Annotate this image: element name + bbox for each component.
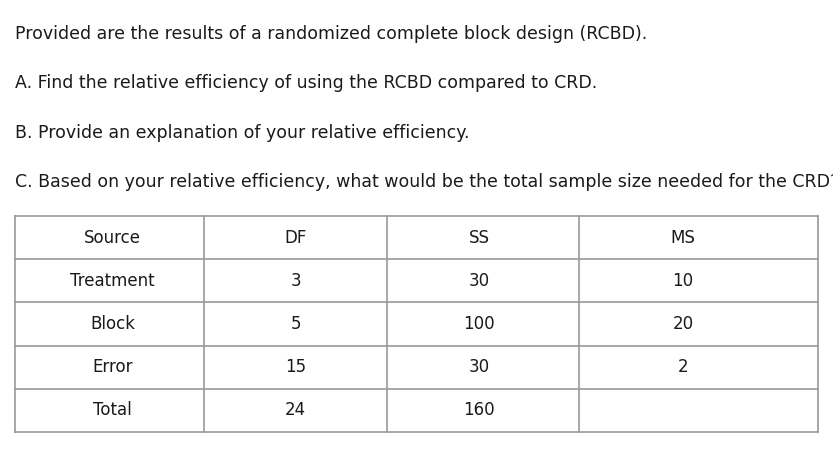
Text: MS: MS — [671, 229, 696, 247]
Text: 30: 30 — [468, 358, 490, 376]
Text: 2: 2 — [678, 358, 688, 376]
Text: C. Based on your relative efficiency, what would be the total sample size needed: C. Based on your relative efficiency, wh… — [15, 173, 833, 191]
Text: SS: SS — [468, 229, 490, 247]
Text: 15: 15 — [285, 358, 307, 376]
Text: Provided are the results of a randomized complete block design (RCBD).: Provided are the results of a randomized… — [15, 25, 647, 43]
Text: Treatment: Treatment — [70, 272, 155, 290]
Text: 30: 30 — [468, 272, 490, 290]
Text: 5: 5 — [291, 315, 301, 333]
Text: B. Provide an explanation of your relative efficiency.: B. Provide an explanation of your relati… — [15, 124, 470, 142]
Text: 24: 24 — [285, 401, 307, 419]
Text: DF: DF — [285, 229, 307, 247]
Text: 3: 3 — [291, 272, 301, 290]
Text: Total: Total — [93, 401, 132, 419]
Text: 20: 20 — [672, 315, 694, 333]
Text: 10: 10 — [672, 272, 694, 290]
Text: 100: 100 — [463, 315, 495, 333]
Text: Error: Error — [92, 358, 132, 376]
Text: 160: 160 — [463, 401, 495, 419]
Text: A. Find the relative efficiency of using the RCBD compared to CRD.: A. Find the relative efficiency of using… — [15, 74, 597, 92]
Text: Block: Block — [90, 315, 135, 333]
Text: Source: Source — [84, 229, 141, 247]
